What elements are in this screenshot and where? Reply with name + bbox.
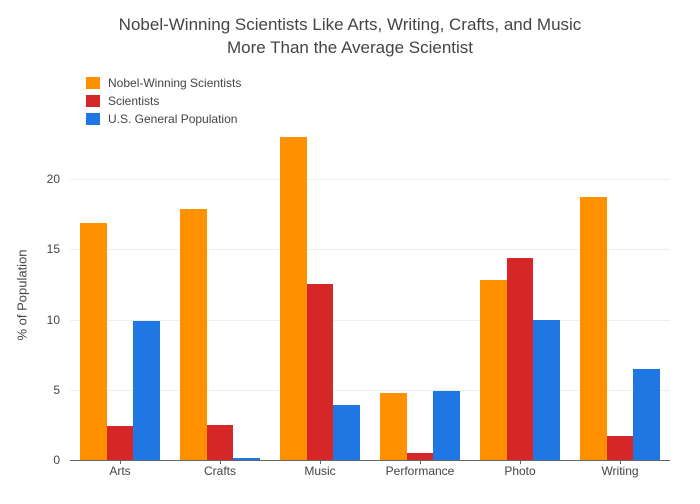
bar[interactable] bbox=[507, 258, 534, 460]
legend-label: Nobel-Winning Scientists bbox=[108, 76, 241, 90]
bar[interactable] bbox=[380, 393, 407, 460]
y-tick-label: 20 bbox=[47, 172, 60, 186]
y-tick-label: 0 bbox=[53, 453, 60, 467]
x-tick-label: Music bbox=[304, 464, 335, 478]
bar[interactable] bbox=[280, 137, 307, 460]
legend-item[interactable]: Nobel-Winning Scientists bbox=[86, 74, 241, 92]
bar[interactable] bbox=[407, 453, 434, 460]
bar[interactable] bbox=[233, 458, 260, 460]
gridline bbox=[70, 179, 670, 180]
legend-swatch bbox=[86, 77, 100, 89]
bar[interactable] bbox=[333, 405, 360, 460]
chart-title-line1: Nobel-Winning Scientists Like Arts, Writ… bbox=[119, 15, 582, 34]
legend: Nobel-Winning Scientists Scientists U.S. G… bbox=[86, 74, 241, 128]
legend-item[interactable]: Scientists bbox=[86, 92, 241, 110]
bar[interactable] bbox=[80, 223, 107, 460]
x-tick-label: Photo bbox=[504, 464, 535, 478]
y-tick-label: 15 bbox=[47, 242, 60, 256]
y-axis-label: % of Population bbox=[15, 249, 30, 340]
x-tick-label: Arts bbox=[109, 464, 130, 478]
bar[interactable] bbox=[480, 280, 507, 460]
x-tick-label: Crafts bbox=[204, 464, 236, 478]
legend-item[interactable]: U.S. General Population bbox=[86, 110, 241, 128]
y-tick-label: 10 bbox=[47, 313, 60, 327]
bar[interactable] bbox=[307, 284, 334, 460]
legend-swatch bbox=[86, 95, 100, 107]
legend-label: U.S. General Population bbox=[108, 112, 237, 126]
bar[interactable] bbox=[433, 391, 460, 460]
bar[interactable] bbox=[580, 197, 607, 460]
x-axis-baseline bbox=[70, 460, 670, 461]
chart-container: Nobel-Winning Scientists Like Arts, Writ… bbox=[0, 0, 700, 504]
bar[interactable] bbox=[607, 436, 634, 460]
y-tick-label: 5 bbox=[53, 383, 60, 397]
x-tick-label: Performance bbox=[386, 464, 455, 478]
x-tick-label: Writing bbox=[601, 464, 638, 478]
bar[interactable] bbox=[533, 320, 560, 460]
legend-label: Scientists bbox=[108, 94, 159, 108]
plot-area bbox=[70, 130, 670, 460]
bar[interactable] bbox=[107, 426, 134, 460]
bar[interactable] bbox=[633, 369, 660, 460]
chart-title-line2: More Than the Average Scientist bbox=[227, 38, 473, 57]
chart-title: Nobel-Winning Scientists Like Arts, Writ… bbox=[0, 14, 700, 60]
bar[interactable] bbox=[207, 425, 234, 460]
legend-swatch bbox=[86, 113, 100, 125]
x-axis-ticks: Arts Crafts Music Performance Photo Writing bbox=[70, 464, 670, 484]
bar[interactable] bbox=[180, 209, 207, 460]
y-axis-ticks: 05101520 bbox=[0, 130, 70, 460]
bar[interactable] bbox=[133, 321, 160, 460]
